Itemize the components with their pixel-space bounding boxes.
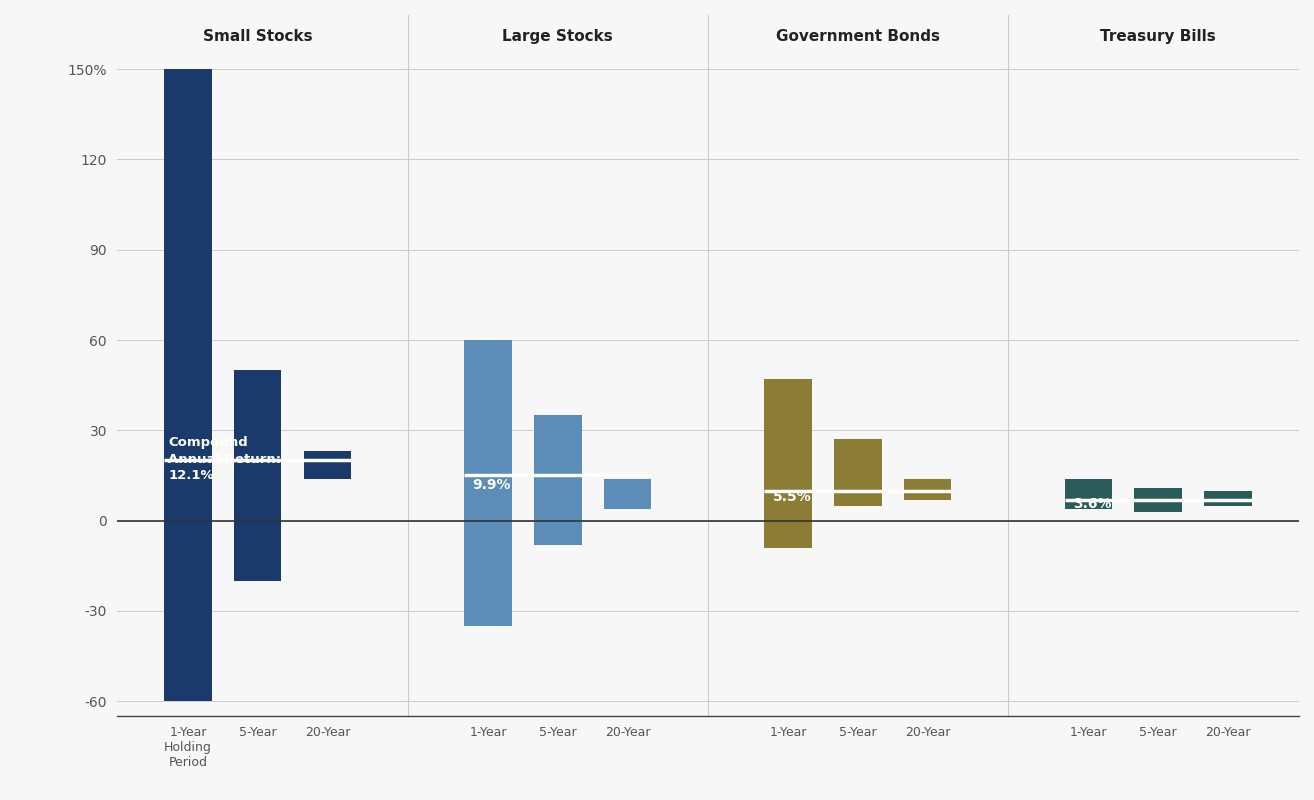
Text: 5.5%: 5.5% <box>773 490 812 503</box>
Bar <box>304 451 351 478</box>
Bar <box>1064 478 1112 509</box>
Text: 9.9%: 9.9% <box>473 478 511 491</box>
Bar <box>834 439 882 506</box>
Text: Large Stocks: Large Stocks <box>502 29 614 43</box>
Bar <box>234 370 281 581</box>
Text: Small Stocks: Small Stocks <box>202 29 313 43</box>
Bar <box>604 478 652 509</box>
Bar <box>1204 490 1251 506</box>
Bar <box>765 379 812 548</box>
Bar <box>164 69 212 702</box>
Bar <box>533 415 582 545</box>
Text: Treasury Bills: Treasury Bills <box>1100 29 1215 43</box>
Text: 3.6%: 3.6% <box>1074 497 1112 511</box>
Text: Government Bonds: Government Bonds <box>777 29 940 43</box>
Bar <box>904 478 951 499</box>
Bar <box>1134 487 1181 512</box>
Bar <box>464 340 511 626</box>
Text: Compound
Annual Return:
12.1%: Compound Annual Return: 12.1% <box>168 436 281 482</box>
